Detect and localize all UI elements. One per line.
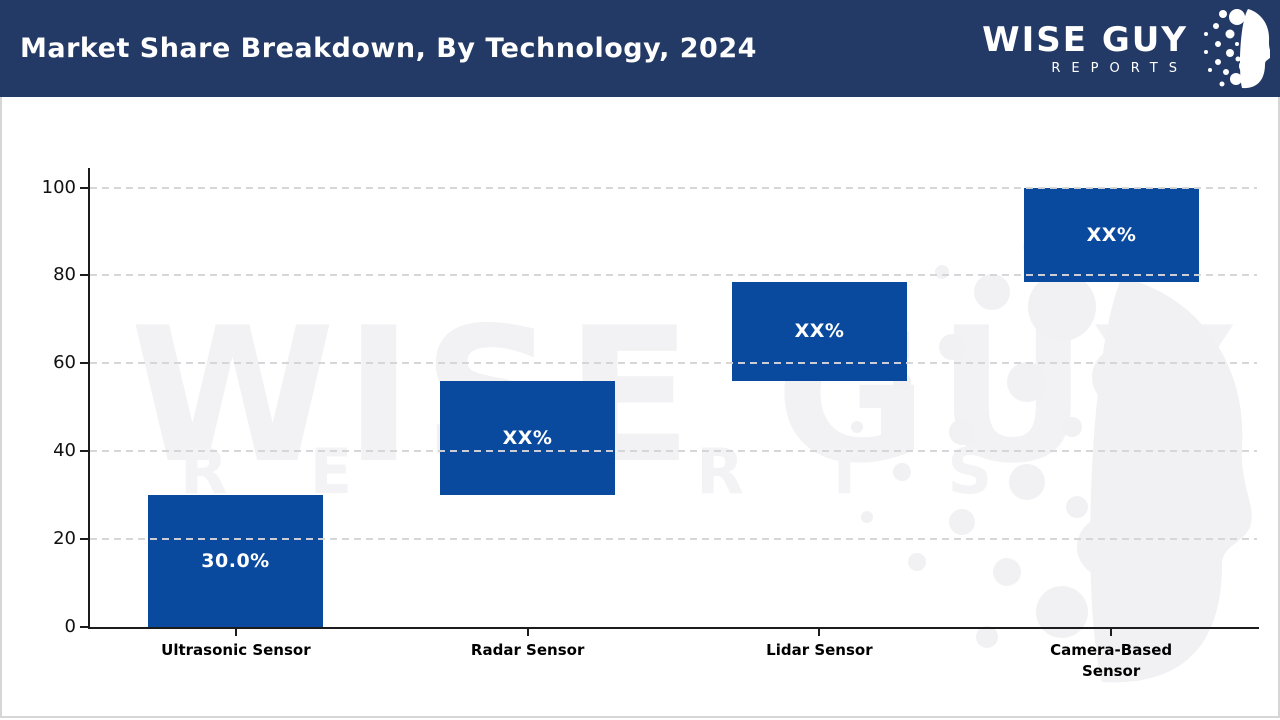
- y-tick-mark: [80, 626, 88, 628]
- y-tick-label: 80: [53, 264, 76, 286]
- x-category-label-line: Sensor: [1081, 662, 1141, 680]
- gridline: [90, 274, 1257, 277]
- x-category-label: Radar Sensor: [398, 640, 658, 661]
- y-tick-label: 0: [64, 616, 76, 637]
- logo-wordmark: WISE GUY: [982, 19, 1188, 60]
- x-category-label: Camera-Based Sensor: [981, 640, 1241, 682]
- y-tick-mark: [80, 450, 88, 453]
- x-tick-mark: [1110, 629, 1113, 636]
- gridline: [90, 186, 1257, 189]
- y-tick-mark: [80, 362, 88, 365]
- bar-value-label: XX%: [502, 427, 553, 450]
- logo-subtitle: REPORTS: [1051, 60, 1188, 76]
- bar-value-label: XX%: [1086, 223, 1137, 246]
- x-category-label: Lidar Sensor: [689, 640, 949, 661]
- wise-guy-logo: WISE GUY REPORTS: [982, 0, 1270, 97]
- bar-value-label: XX%: [794, 320, 845, 343]
- bar-segment: XX%: [440, 380, 615, 496]
- bar-segment: XX%: [732, 282, 907, 381]
- plot-area: 30.0% XX% XX% XX%: [90, 170, 1257, 627]
- gridline: [90, 362, 1257, 365]
- y-tick-label: 20: [53, 528, 76, 550]
- x-axis-line: [88, 627, 1259, 629]
- chart-figure: WISE GUY REPORTS 30.0% XX% XX% XX% 0 20 40 60 8…: [0, 97, 1280, 718]
- header-bar: Market Share Breakdown, By Technology, 2…: [0, 0, 1280, 97]
- x-category-label-line: Radar Sensor: [470, 641, 585, 659]
- logo-text: WISE GUY REPORTS: [982, 22, 1188, 76]
- gridline: [90, 538, 1257, 541]
- y-axis-line: [88, 168, 90, 629]
- y-tick-label: 40: [53, 440, 76, 462]
- bar-segment: 30.0%: [148, 495, 323, 627]
- x-category-label: Ultrasonic Sensor: [106, 640, 366, 661]
- x-tick-mark: [234, 629, 237, 636]
- bar-value-label: 30.0%: [201, 550, 270, 573]
- x-tick-mark: [818, 629, 821, 636]
- page-title: Market Share Breakdown, By Technology, 2…: [20, 33, 757, 64]
- x-tick-mark: [526, 629, 529, 636]
- x-category-label-line: Camera-Based: [1050, 641, 1173, 659]
- watermark-head-icon: [851, 238, 1252, 683]
- bar-segment: XX%: [1024, 187, 1199, 283]
- x-category-label-line: Ultrasonic Sensor: [161, 641, 311, 659]
- y-tick-mark: [80, 538, 88, 541]
- y-tick-mark: [80, 186, 88, 189]
- gridline: [90, 450, 1257, 453]
- logo-head-icon: [1204, 8, 1270, 88]
- y-tick-mark: [80, 274, 88, 277]
- y-tick-label: 60: [53, 352, 76, 374]
- y-tick-label: 100: [41, 176, 76, 198]
- x-category-label-line: Lidar Sensor: [766, 641, 873, 659]
